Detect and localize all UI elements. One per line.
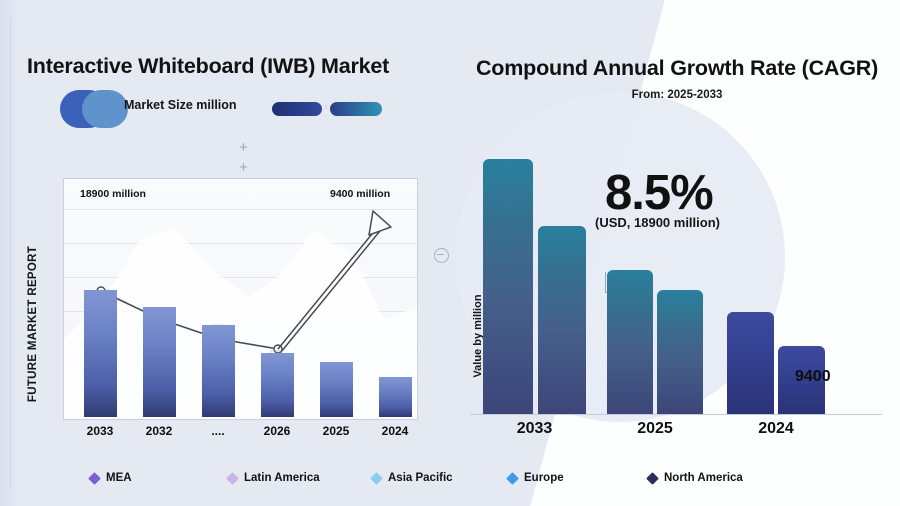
- minus-circle-icon: [434, 248, 449, 263]
- gridline: [64, 243, 417, 244]
- left-bars-group: [63, 178, 416, 418]
- legend-marker-north-america: [646, 471, 659, 485]
- background-left-gradient: [0, 0, 18, 506]
- mini-pill-legend: :: [272, 102, 382, 118]
- right-chart-title: Compound Annual Growth Rate (CAGR): [475, 56, 879, 80]
- legend-item-north-america: North America: [646, 471, 743, 485]
- bar-2025-low: [657, 290, 703, 414]
- right-x-label-2033: 2033: [516, 420, 553, 437]
- left-edge-divider: [10, 18, 11, 488]
- bar-2033: [84, 290, 117, 417]
- legend-label-mea: MEA: [106, 472, 132, 484]
- mini-pill-dark: [272, 102, 322, 116]
- right-chart-baseline: [470, 414, 882, 415]
- legend-item-latin-america: Latin America: [226, 471, 320, 485]
- legend-label-north-america: North America: [664, 472, 743, 484]
- cagr-note: (USD, 18900 million): [595, 215, 720, 230]
- bar-2024-high: [727, 312, 774, 414]
- bar-2024-low: [778, 346, 825, 414]
- x-label-2032: 2032: [145, 424, 173, 438]
- bar-2032: [143, 307, 176, 417]
- x-label-2024: 2024: [381, 424, 409, 438]
- legend-item-asia-pacific: Asia Pacific: [370, 471, 453, 485]
- legend-label-asia-pacific: Asia Pacific: [388, 472, 453, 484]
- gridline: [64, 277, 417, 278]
- right-x-label-2025: 2025: [637, 420, 673, 437]
- legend-marker-mea: [88, 471, 101, 485]
- data-label-9400: 9400: [795, 368, 831, 385]
- left-chart-plot-area: [63, 178, 418, 420]
- left-x-axis-labels: 2033 2032 .... 2026 2025 2024: [63, 424, 416, 444]
- legend-marker-asia-pacific: [370, 471, 383, 485]
- right-x-label-2024: 2024: [758, 420, 794, 437]
- region-legend: MEA Latin America Asia Pacific Europe No…: [0, 471, 900, 494]
- x-label-2026: 2026: [263, 424, 291, 438]
- x-label-ellipsis: ....: [211, 424, 225, 438]
- right-panel: Compound Annual Growth Rate (CAGR) From:…: [434, 0, 900, 506]
- legend-marker-europe: [506, 471, 519, 485]
- plus-icon-1: +: [239, 139, 248, 156]
- left-annotation-start: 18900 million: [80, 188, 146, 200]
- capsule-icon: [60, 90, 128, 128]
- left-y-axis-label: FUTURE MARKET REPORT: [27, 245, 39, 403]
- legend-label-latin-america: Latin America: [244, 472, 320, 484]
- cagr-value: 8.5%: [605, 166, 714, 220]
- x-label-2025: 2025: [322, 424, 350, 438]
- bar-2033-low: [538, 226, 586, 414]
- left-annotation-end: 9400 million: [330, 188, 391, 200]
- left-chart-title: Interactive Whiteboard (IWB) Market: [27, 54, 390, 78]
- mini-pill-teal: [330, 102, 382, 116]
- mini-pill-separator: :: [325, 104, 327, 111]
- plus-icon-2: +: [239, 159, 248, 176]
- x-label-2033: 2033: [86, 424, 114, 438]
- right-chart-subtitle: From: 2025-2033: [631, 89, 723, 101]
- legend-item-europe: Europe: [506, 471, 564, 485]
- legend-label-europe: Europe: [524, 472, 564, 484]
- bar-2025-high: [607, 270, 653, 414]
- gridline: [64, 209, 417, 210]
- bar-ellipsis: [202, 325, 235, 417]
- bar-2025: [320, 362, 353, 417]
- left-panel: Interactive Whiteboard (IWB) Market Mark…: [27, 54, 418, 444]
- legend-item-mea: MEA: [88, 471, 132, 485]
- bar-2033-high: [483, 159, 533, 414]
- bar-2024: [379, 377, 412, 417]
- capsule-icon-front: [82, 90, 128, 128]
- legend-marker-latin-america: [226, 471, 239, 485]
- bar-2026: [261, 353, 294, 417]
- market-size-legend-label: Market Size million: [124, 98, 237, 112]
